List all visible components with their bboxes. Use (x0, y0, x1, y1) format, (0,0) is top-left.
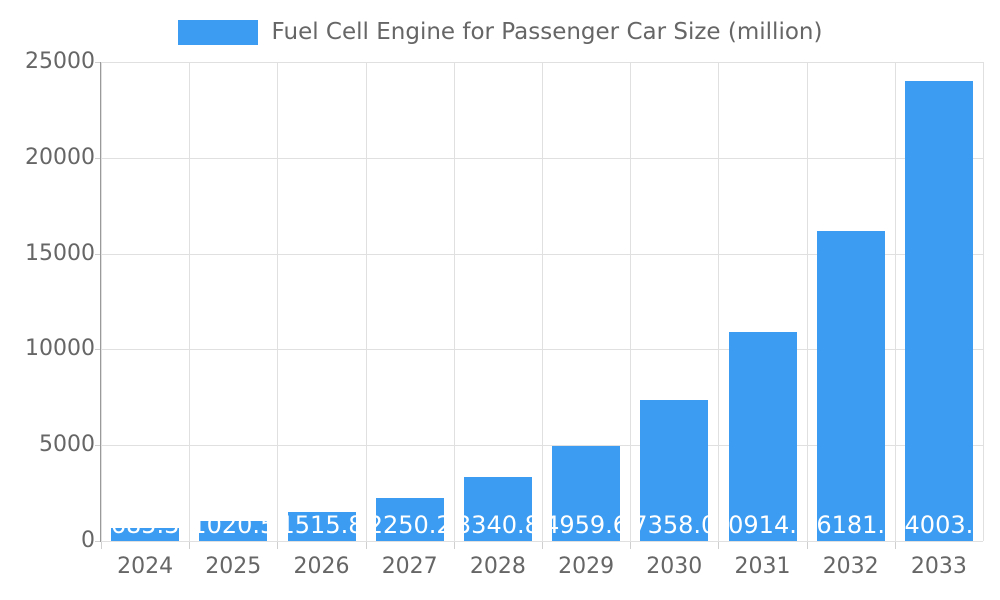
bar[interactable]: 7358.0 (640, 400, 709, 541)
x-axis-tick-mark (895, 542, 896, 549)
x-gridline (366, 62, 367, 541)
bar-value-label: 7358.0 (640, 510, 708, 539)
bar[interactable]: 24003.6 (904, 81, 973, 541)
y-axis: 0 5000 10000 15000 20000 25000 (0, 0, 101, 600)
x-gridline (277, 62, 278, 541)
x-axis-tick-label: 2030 (646, 554, 703, 579)
y-axis-tick-label: 10000 (25, 336, 95, 362)
x-axis-tick-label: 2027 (381, 554, 438, 579)
y-axis-tick-mark (95, 349, 101, 351)
legend-label[interactable]: Fuel Cell Engine for Passenger Car Size … (271, 18, 823, 45)
chart-legend: Fuel Cell Engine for Passenger Car Size … (0, 14, 1000, 50)
x-axis-tick-label: 2028 (469, 554, 526, 579)
bar[interactable]: 2250.2 (375, 497, 444, 541)
x-axis-tick-label: 2025 (205, 554, 262, 579)
x-axis-tick-mark (189, 542, 190, 549)
x-axis-tick-label: 2026 (293, 554, 350, 579)
bar-value-label: 10914.2 (728, 510, 797, 539)
x-axis-tick-mark (718, 542, 719, 549)
y-axis-line (100, 62, 101, 542)
bar-value-label: 4959.6 (552, 510, 620, 539)
y-axis-tick-label: 5000 (39, 432, 95, 458)
x-gridline (630, 62, 631, 541)
y-axis-tick-label: 0 (81, 528, 95, 553)
x-gridline (807, 62, 808, 541)
bar[interactable]: 1020.5 (199, 521, 268, 541)
bar[interactable]: 685.3 (111, 527, 180, 541)
y-gridline (101, 541, 983, 542)
x-gridline (718, 62, 719, 541)
y-axis-tick-label: 25000 (25, 49, 95, 74)
bar-value-label: 16181.4 (816, 510, 885, 539)
x-axis-tick-mark (366, 542, 367, 549)
y-axis-tick-mark (95, 62, 101, 63)
bar-value-label: 3340.8 (464, 510, 532, 539)
y-axis-tick-label: 20000 (25, 144, 95, 170)
x-gridline (983, 62, 984, 541)
bar-value-label: 685.3 (111, 528, 179, 538)
x-axis-tick-mark (807, 542, 808, 549)
bar[interactable]: 10914.2 (728, 331, 797, 541)
bar[interactable]: 1515.8 (287, 511, 356, 541)
x-gridline (454, 62, 455, 541)
x-gridline (895, 62, 896, 541)
x-axis-tick-label: 2033 (910, 554, 967, 579)
x-axis-tick-mark (277, 542, 278, 549)
x-axis-tick-label: 2031 (734, 554, 791, 579)
x-axis-tick-label: 2032 (822, 554, 879, 579)
bar[interactable]: 4959.6 (552, 445, 621, 541)
bar[interactable]: 3340.8 (463, 476, 532, 541)
x-gridline (189, 62, 190, 541)
legend-color-swatch-icon[interactable] (177, 19, 258, 45)
bar[interactable]: 16181.4 (816, 230, 885, 541)
y-axis-tick-label: 15000 (25, 240, 95, 266)
x-axis-tick-mark (101, 542, 102, 549)
y-axis-tick-mark (95, 541, 101, 542)
plot-area: 685.3 1020.5 1515.8 2250.2 3340.8 4959.6 7358.… (101, 62, 984, 542)
y-axis-tick-mark (95, 253, 101, 255)
bar-value-label: 2250.2 (376, 510, 444, 539)
bar-value-label: 1515.8 (288, 511, 356, 539)
x-axis-tick-mark (630, 542, 631, 549)
x-axis-tick-mark (454, 542, 455, 549)
y-axis-tick-mark (95, 445, 101, 447)
y-axis-tick-mark (95, 157, 101, 159)
x-gridline (101, 62, 102, 541)
x-axis-tick-label: 2024 (117, 554, 174, 579)
x-axis-tick-label: 2029 (558, 554, 615, 579)
bar-value-label: 1020.5 (199, 521, 267, 539)
bar-value-label: 24003.6 (904, 510, 973, 539)
x-gridline (542, 62, 543, 541)
x-axis-tick-mark (542, 542, 543, 549)
